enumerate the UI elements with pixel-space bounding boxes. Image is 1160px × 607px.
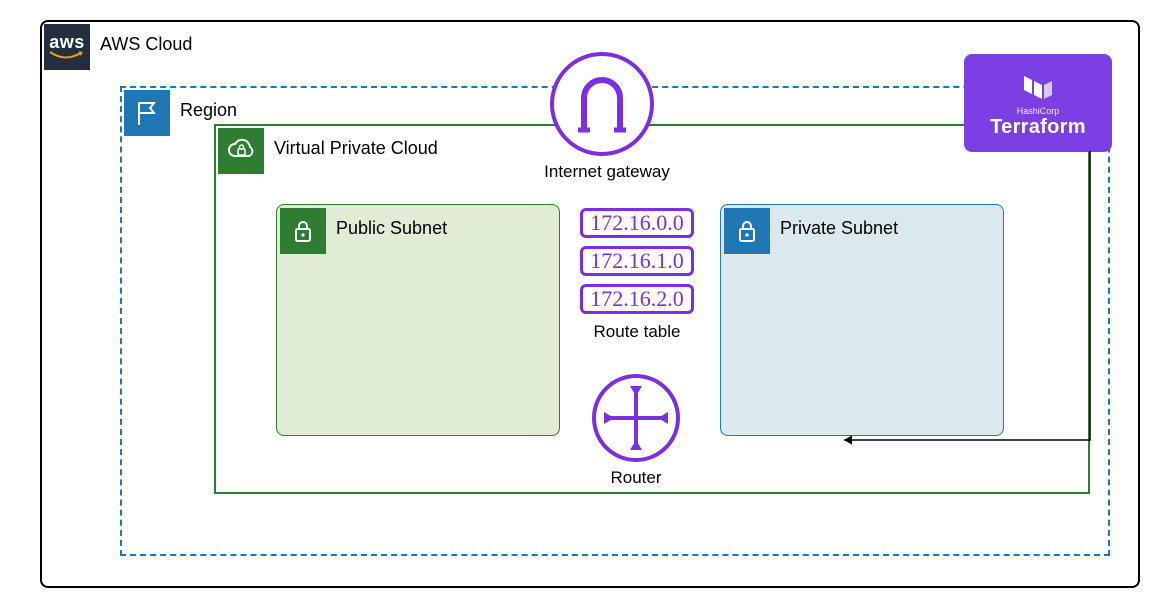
diagram-canvas: aws AWS Cloud Region Virtual Private Cloud P… xyxy=(0,0,1160,607)
public-subnet-label: Public Subnet xyxy=(336,218,447,239)
aws-cloud-label: AWS Cloud xyxy=(100,34,192,55)
route-table-entry: 172.16.1.0 xyxy=(580,246,694,276)
router-label: Router xyxy=(586,468,686,488)
terraform-badge: HashiCorpTerraform xyxy=(964,54,1112,152)
internet-gateway-icon xyxy=(548,50,656,158)
private-subnet-lock-icon xyxy=(724,208,770,254)
aws-logo-icon: aws xyxy=(44,24,90,70)
aws-badge-text: aws xyxy=(49,33,85,51)
router-icon xyxy=(590,372,682,464)
vpc-label: Virtual Private Cloud xyxy=(274,138,438,159)
route-table-entry: 172.16.0.0 xyxy=(580,208,694,238)
internet-gateway-label: Internet gateway xyxy=(532,162,682,182)
region-label: Region xyxy=(180,100,237,121)
public-subnet-lock-icon xyxy=(280,208,326,254)
route-table-entry: 172.16.2.0 xyxy=(580,284,694,314)
terraform-label: Terraform xyxy=(990,116,1086,139)
terraform-logo-icon xyxy=(1018,68,1058,108)
region-flag-icon xyxy=(124,90,170,136)
terraform-small-label: HashiCorp xyxy=(1017,106,1060,116)
route-table-label: Route table xyxy=(580,322,694,342)
vpc-cloud-icon xyxy=(218,128,264,174)
private-subnet-label: Private Subnet xyxy=(780,218,898,239)
